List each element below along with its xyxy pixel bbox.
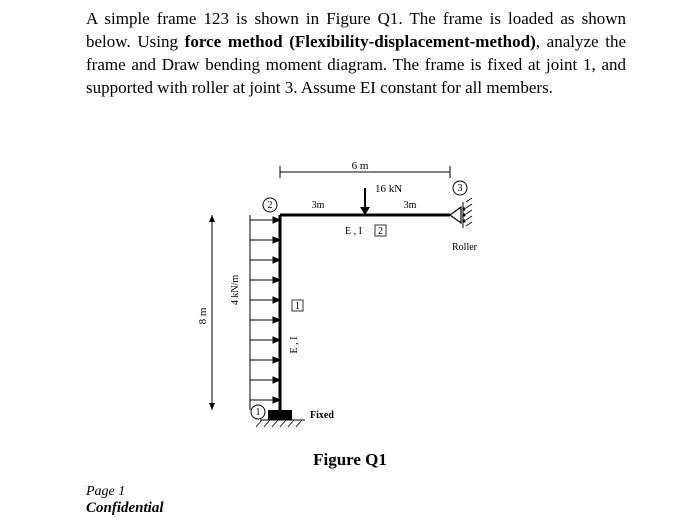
svg-text:6 m: 6 m: [352, 160, 369, 172]
svg-text:1: 1: [256, 407, 261, 418]
page-footer: Page 1 Confidential: [86, 484, 164, 517]
svg-text:E , I: E , I: [345, 226, 362, 237]
svg-text:Fixed: Fixed: [310, 410, 334, 421]
svg-text:16 kN: 16 kN: [375, 183, 402, 195]
svg-text:2: 2: [268, 200, 273, 211]
svg-text:3m: 3m: [404, 200, 417, 211]
svg-text:2: 2: [378, 226, 383, 237]
svg-text:Roller: Roller: [452, 242, 478, 253]
svg-text:3: 3: [458, 183, 463, 194]
svg-text:4 kN/m: 4 kN/m: [230, 275, 241, 306]
svg-text:1: 1: [295, 301, 300, 312]
svg-text:E , I: E , I: [289, 337, 300, 354]
svg-text:3m: 3m: [312, 200, 325, 211]
svg-text:8 m: 8 m: [197, 307, 209, 324]
figure-caption: Figure Q1: [313, 450, 387, 470]
figure-q1: 6 m 16 kN 3m 3m 2 3 Roller E: [150, 160, 550, 470]
problem-bold: force method (Flexibility-displacement-m…: [185, 32, 536, 51]
problem-statement: A simple frame 123 is shown in Figure Q1…: [86, 8, 626, 100]
confidential-label: Confidential: [86, 500, 164, 517]
page-number: Page 1: [86, 484, 164, 500]
